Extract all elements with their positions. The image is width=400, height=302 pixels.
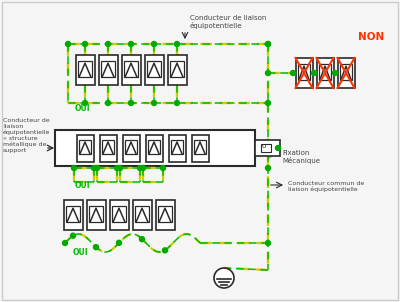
Bar [171, 140, 183, 154]
Bar [132, 200, 152, 230]
Bar [86, 200, 106, 230]
Text: Fixation
Mécanique: Fixation Mécanique [282, 150, 320, 164]
Circle shape [62, 240, 68, 246]
Bar [194, 140, 206, 154]
Bar [122, 55, 140, 85]
Bar [298, 64, 310, 80]
Bar [338, 58, 354, 88]
Bar [340, 64, 352, 80]
Text: OUI: OUI [75, 104, 91, 113]
Circle shape [106, 101, 110, 105]
Circle shape [94, 245, 98, 250]
Bar [168, 134, 186, 162]
Circle shape [266, 101, 270, 105]
Circle shape [118, 165, 122, 171]
Circle shape [266, 41, 270, 47]
Bar [144, 55, 164, 85]
Bar [79, 140, 91, 154]
Bar [98, 55, 118, 85]
Circle shape [290, 70, 296, 76]
Circle shape [72, 165, 76, 171]
Circle shape [128, 41, 134, 47]
Bar [76, 134, 94, 162]
Bar [147, 61, 161, 77]
Text: o: o [262, 143, 266, 149]
Circle shape [174, 101, 180, 105]
Bar [148, 140, 160, 154]
Circle shape [140, 237, 144, 242]
Circle shape [162, 248, 168, 253]
Bar [168, 55, 186, 85]
Circle shape [332, 70, 338, 76]
Circle shape [66, 41, 70, 47]
Circle shape [214, 268, 234, 288]
Circle shape [152, 41, 156, 47]
Bar [89, 206, 103, 222]
Circle shape [94, 165, 100, 171]
Bar [192, 134, 208, 162]
Circle shape [160, 165, 166, 171]
Bar [100, 134, 116, 162]
Circle shape [92, 165, 96, 171]
Bar [78, 61, 92, 77]
Text: Conducteur commun de
liaison équipotentielle: Conducteur commun de liaison équipotenti… [288, 181, 364, 192]
Bar [112, 206, 126, 222]
Text: Conducteur de liaison
équipotentielle: Conducteur de liaison équipotentielle [190, 15, 266, 29]
Bar [66, 206, 80, 222]
Circle shape [266, 240, 270, 246]
Circle shape [266, 41, 270, 47]
Bar [319, 64, 331, 80]
Text: OUI: OUI [75, 181, 91, 190]
Bar [110, 200, 128, 230]
Circle shape [82, 41, 88, 47]
Bar [64, 200, 82, 230]
Bar [296, 58, 312, 88]
Bar [261, 144, 271, 152]
Bar [316, 58, 334, 88]
Bar [125, 140, 137, 154]
Text: NON: NON [358, 32, 384, 42]
Bar [158, 206, 172, 222]
Text: OUI: OUI [73, 248, 89, 257]
Circle shape [152, 101, 156, 105]
Circle shape [70, 233, 76, 238]
Bar [255, 140, 280, 156]
Bar [124, 61, 138, 77]
Bar [55, 130, 255, 166]
Circle shape [312, 70, 316, 76]
Bar [101, 61, 115, 77]
Circle shape [276, 146, 280, 150]
Circle shape [266, 70, 270, 76]
Circle shape [116, 240, 122, 245]
Circle shape [140, 165, 146, 171]
Bar [122, 134, 140, 162]
Circle shape [128, 101, 134, 105]
Bar [135, 206, 149, 222]
Circle shape [106, 41, 110, 47]
Circle shape [266, 165, 270, 171]
Circle shape [138, 165, 142, 171]
Text: Conducteur de
liaison
équipotentielle
« structure
métallique de
support: Conducteur de liaison équipotentielle « … [3, 118, 50, 153]
Circle shape [174, 41, 180, 47]
Bar [146, 134, 162, 162]
Bar [102, 140, 114, 154]
Bar [76, 55, 94, 85]
Bar [156, 200, 174, 230]
Bar [170, 61, 184, 77]
Circle shape [114, 165, 120, 171]
Circle shape [82, 101, 88, 105]
